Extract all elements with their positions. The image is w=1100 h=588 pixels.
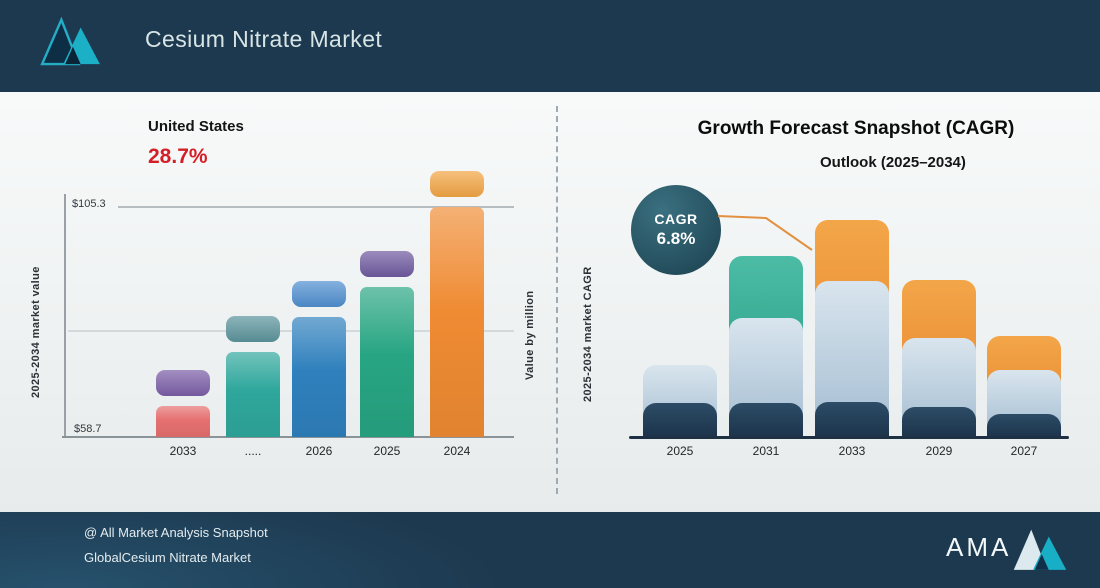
bar-cap <box>156 370 210 396</box>
footer-snapshot-text: @ All Market Analysis Snapshot <box>84 525 268 540</box>
ama-logo <box>40 14 102 71</box>
x-axis-label: 2027 <box>1010 444 1038 458</box>
bar <box>226 352 280 437</box>
x-axis-label: 2033 <box>838 444 866 458</box>
unit-label: Value by million <box>524 290 536 381</box>
x-axis-label: ..... <box>244 444 262 458</box>
gridline-mid <box>68 330 514 332</box>
cagr-badge-label: CAGR <box>654 211 698 227</box>
x-axis-label: 2025 <box>666 444 694 458</box>
y-tick-bottom: $58.7 <box>74 423 102 435</box>
bar-cap <box>360 251 414 277</box>
right-x-labels: 2025 2031 2033 2029 2027 <box>633 444 1065 460</box>
bar <box>360 287 414 437</box>
region-label: United States <box>148 118 244 135</box>
gridline-top <box>118 206 514 208</box>
footer-brand-text: AMA <box>946 532 1012 562</box>
left-y-axis-line <box>64 194 66 437</box>
right-x-axis-line <box>629 436 1069 439</box>
left-y-axis-label: 2025-2034 market value <box>30 266 42 398</box>
mountain-logo-icon <box>1013 529 1067 570</box>
left-x-labels: 2033..... 2026 2025 2024 <box>130 444 530 460</box>
bar-cap <box>292 281 346 307</box>
cagr-badge-value: 6.8% <box>656 229 696 248</box>
section-divider <box>556 106 558 494</box>
x-axis-label: 2031 <box>752 444 780 458</box>
x-axis-label: 2033 <box>169 444 197 458</box>
x-axis-label: 2025 <box>373 444 401 458</box>
bar-segment-dark <box>902 407 976 437</box>
left-x-axis-line <box>62 436 514 438</box>
bar-segment-dark <box>987 414 1061 437</box>
x-axis-label: 2029 <box>925 444 953 458</box>
right-y-axis-label: 2025-2034 market CAGR <box>582 266 594 403</box>
bar-segment-dark <box>643 403 717 437</box>
footer-ama-logo <box>1012 524 1068 577</box>
footer: @ All Market Analysis Snapshot GlobalCes… <box>0 512 1100 588</box>
bar-segment-dark <box>815 402 889 437</box>
x-axis-label: 2024 <box>443 444 471 458</box>
page-title: Cesium Nitrate Market <box>145 26 383 52</box>
right-chart-subtitle: Outlook (2025–2034) <box>820 154 966 171</box>
y-tick-top: $105.3 <box>72 198 106 210</box>
bar-cap <box>430 171 484 197</box>
right-chart-title: Growth Forecast Snapshot (CAGR) <box>697 118 1015 139</box>
mountain-logo-icon <box>40 16 100 66</box>
left-bars <box>130 160 530 437</box>
bar <box>292 317 346 437</box>
bar <box>156 406 210 437</box>
right-bars <box>633 218 1065 437</box>
region-growth-value: 28.7% <box>148 145 208 168</box>
callout-connector-line <box>717 215 813 251</box>
bar <box>430 207 484 437</box>
footer-market-text: GlobalCesium Nitrate Market <box>84 550 251 565</box>
x-axis-label: 2026 <box>305 444 333 458</box>
cagr-badge: CAGR 6.8% <box>631 185 721 275</box>
bar-cap <box>226 316 280 342</box>
main-panel: 2025-2034 market value United States 28.… <box>0 92 1100 512</box>
bar-segment-dark <box>729 403 803 437</box>
